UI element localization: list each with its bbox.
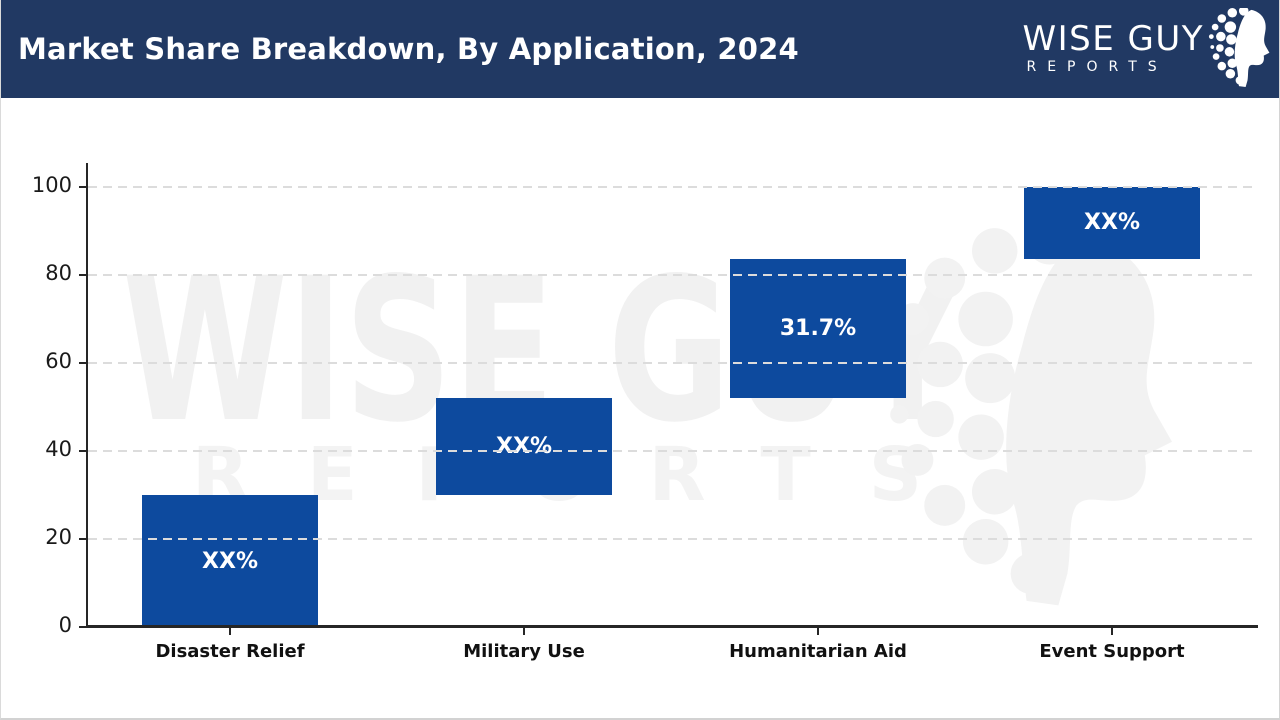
y-axis-tick bbox=[79, 450, 87, 452]
y-tick-label: 80 bbox=[45, 261, 72, 285]
bar-value-label: XX% bbox=[496, 434, 552, 460]
x-axis-tick bbox=[523, 628, 525, 635]
bar: XX% bbox=[1024, 187, 1200, 259]
logo-subtext: REPORTS bbox=[1026, 59, 1168, 76]
page-title: Market Share Breakdown, By Application, … bbox=[18, 32, 799, 66]
x-axis-tick bbox=[1111, 628, 1113, 635]
x-tick-label: Humanitarian Aid bbox=[729, 641, 907, 662]
watermark-head-icon bbox=[883, 228, 1172, 606]
gridline bbox=[88, 186, 1256, 188]
logo-wordmark: WISE GUY bbox=[1022, 18, 1204, 59]
y-axis-line bbox=[86, 163, 88, 628]
gridline bbox=[88, 274, 1256, 276]
header: Market Share Breakdown, By Application, … bbox=[0, 0, 1280, 98]
y-tick-label: 60 bbox=[45, 349, 72, 373]
bar-value-label: 31.7% bbox=[779, 315, 857, 341]
y-axis-tick bbox=[79, 538, 87, 540]
bar-value-label: XX% bbox=[1084, 210, 1140, 236]
y-axis-tick bbox=[79, 186, 87, 188]
x-tick-label: Event Support bbox=[1039, 641, 1185, 662]
logo-text: WISE GUY REPORTS bbox=[1022, 18, 1204, 76]
y-axis-tick bbox=[79, 274, 87, 276]
wiseguy-logo: WISE GUY REPORTS bbox=[1022, 8, 1270, 88]
bar: XX% bbox=[436, 398, 612, 495]
y-axis-tick bbox=[79, 626, 87, 628]
gridline bbox=[88, 362, 1256, 364]
x-tick-label: Disaster Relief bbox=[155, 641, 305, 662]
y-axis-tick bbox=[79, 362, 87, 364]
bar: XX% bbox=[142, 495, 318, 627]
logo-head-icon bbox=[1208, 8, 1270, 88]
y-tick-label: 0 bbox=[58, 613, 72, 637]
y-tick-label: 40 bbox=[45, 437, 72, 461]
y-tick-label: 100 bbox=[31, 173, 72, 197]
x-axis-tick bbox=[229, 628, 231, 635]
x-axis-tick bbox=[817, 628, 819, 635]
y-tick-label: 20 bbox=[45, 525, 72, 549]
gridline bbox=[88, 450, 1256, 452]
gridline bbox=[88, 538, 1256, 540]
bar: 31.7% bbox=[730, 258, 906, 399]
x-axis-line bbox=[86, 625, 1258, 628]
x-tick-label: Military Use bbox=[463, 641, 585, 662]
bar-value-label: XX% bbox=[202, 548, 258, 574]
